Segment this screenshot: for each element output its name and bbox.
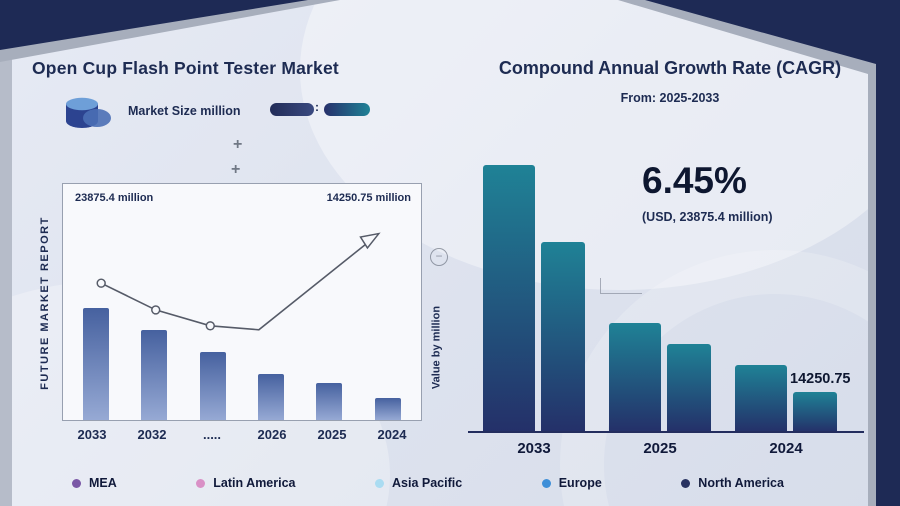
cagr-basis: (USD, 23875.4 million) — [642, 210, 773, 224]
cagr-bars — [483, 160, 861, 432]
x-tick-label: 2032 — [137, 427, 167, 442]
value-annotation: 14250.75 — [790, 371, 851, 387]
minus-circle-icon: − — [430, 248, 448, 266]
cagr-bar-2024-b — [793, 392, 837, 432]
x-tick-label: 2033 — [77, 427, 107, 442]
region-legend: MEA Latin America Asia Pacific Europe North … — [72, 476, 784, 490]
x-tick-label: 2025 — [643, 440, 677, 457]
legend-label: Latin America — [213, 476, 296, 490]
cagr-bar-2033-a — [483, 165, 535, 432]
bar-slot — [67, 308, 125, 420]
bar-slot — [300, 383, 358, 420]
x-tick-label: 2033 — [517, 440, 551, 457]
market-size-bar-2032 — [141, 330, 168, 420]
x-tick-label: ..... — [202, 427, 222, 442]
market-size-bars — [67, 308, 417, 420]
bar-slot — [359, 398, 417, 420]
market-size-bar-2024 — [374, 398, 401, 420]
cagr-x-axis: 2033 2025 2024 — [483, 440, 861, 457]
bar-slot — [184, 352, 242, 420]
start-value-label: 23875.4 million — [75, 192, 154, 204]
market-size-chart: 23875.4 million 14250.75 million — [62, 183, 422, 421]
plus-icon: + — [233, 136, 243, 153]
cagr-subtitle: From: 2025-2033 — [620, 91, 720, 105]
cagr-bar-2033-b — [541, 242, 585, 432]
trend-arrow — [96, 232, 381, 331]
market-size-bar-2026 — [258, 374, 285, 420]
right-y-axis-label: Value by million — [430, 305, 443, 390]
x-tick-label: 2024 — [769, 440, 803, 457]
legend-dot-icon — [541, 478, 551, 488]
bar-slot — [125, 330, 183, 420]
market-title: Open Cup Flash Point Tester Market — [32, 58, 339, 78]
step-accent — [600, 278, 642, 294]
database-icon — [64, 97, 114, 129]
legend-item-north-america: North America — [681, 476, 784, 490]
market-size-legend-label: Market Size million — [128, 104, 241, 118]
cagr-bar-2025-a — [609, 323, 661, 432]
market-size-bar-..... — [199, 352, 226, 420]
legend-label: Asia Pacific — [392, 476, 463, 490]
bar-slot — [242, 374, 300, 420]
left-y-axis-label: FUTURE MARKET REPORT — [39, 216, 51, 390]
legend-label: MEA — [89, 476, 117, 490]
market-size-bar-2025 — [316, 383, 343, 420]
x-tick-label: 2026 — [257, 427, 287, 442]
market-size-bar-2033 — [83, 308, 110, 420]
cagr-x-axis-line — [468, 431, 864, 433]
legend-dot-icon — [681, 478, 691, 488]
legend-item-mea: MEA — [72, 476, 117, 490]
legend-item-europe: Europe — [541, 476, 602, 490]
bar-group-2033 — [483, 165, 585, 432]
left-edge-strip — [0, 0, 12, 506]
end-value-label: 14250.75 million — [326, 192, 411, 204]
bar-group-2024 — [735, 365, 837, 432]
cagr-bar-2025-b — [667, 344, 711, 432]
cagr-title: Compound Annual Growth Rate (CAGR) — [498, 58, 842, 78]
cagr-value: 6.45% — [642, 160, 747, 201]
legend-item-asia-pacific: Asia Pacific — [375, 476, 462, 490]
legend-item-latin-america: Latin America — [196, 476, 296, 490]
legend-label: North America — [698, 476, 784, 490]
legend-label: Europe — [558, 476, 602, 490]
legend-dot-icon — [375, 478, 385, 488]
legend-dot-icon — [72, 478, 81, 488]
plus-icon: + — [231, 161, 241, 178]
x-tick-label: 2024 — [377, 427, 407, 442]
cagr-bar-2024-a — [735, 365, 787, 432]
legend-pill-teal — [324, 103, 370, 116]
x-tick-label: 2025 — [317, 427, 347, 442]
bar-group-2025 — [609, 323, 711, 432]
legend-dot-icon — [196, 478, 206, 488]
legend-pill-separator: : — [315, 100, 319, 114]
market-size-x-axis: 2033 2032..... 2026 2025 2024 — [62, 427, 422, 442]
legend-pill-navy — [270, 103, 314, 116]
